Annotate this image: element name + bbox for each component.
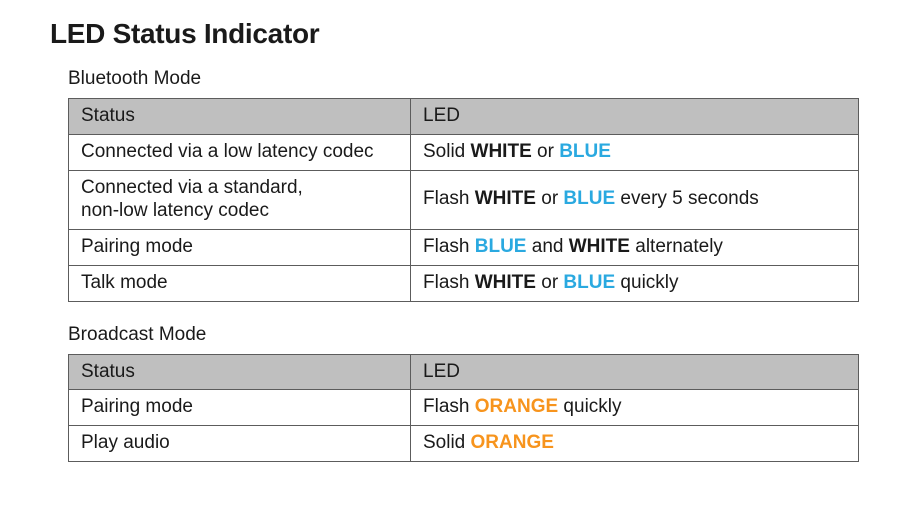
table-row: Talk mode Flash WHITE or BLUE quickly [69, 265, 859, 301]
col-led-header: LED [411, 99, 859, 135]
section-bluetooth-label: Bluetooth Mode [68, 68, 857, 90]
led-color-white: WHITE [569, 236, 630, 257]
status-cell: Pairing mode [69, 390, 411, 426]
section-broadcast-label: Broadcast Mode [68, 324, 857, 346]
col-status-header: Status [69, 354, 411, 390]
led-text: Flash [423, 188, 475, 209]
table-row: Connected via a standard, non-low latenc… [69, 170, 859, 230]
table-row: Pairing mode Flash BLUE and WHITE altern… [69, 230, 859, 266]
led-cell: Solid ORANGE [411, 426, 859, 462]
led-cell: Flash BLUE and WHITE alternately [411, 230, 859, 266]
led-text: alternately [630, 236, 723, 257]
table-row: Connected via a low latency codec Solid … [69, 134, 859, 170]
status-cell: Connected via a low latency codec [69, 134, 411, 170]
table-row: Pairing mode Flash ORANGE quickly [69, 390, 859, 426]
led-color-orange: ORANGE [475, 396, 558, 417]
led-text: every 5 seconds [615, 188, 759, 209]
led-color-orange: ORANGE [471, 432, 554, 453]
bluetooth-table: Status LED Connected via a low latency c… [68, 98, 859, 302]
led-cell: Flash ORANGE quickly [411, 390, 859, 426]
led-color-white: WHITE [475, 188, 536, 209]
table-header-row: Status LED [69, 99, 859, 135]
led-cell: Flash WHITE or BLUE every 5 seconds [411, 170, 859, 230]
led-color-blue: BLUE [475, 236, 527, 257]
col-status-header: Status [69, 99, 411, 135]
led-text: Flash [423, 272, 475, 293]
led-color-blue: BLUE [559, 141, 611, 162]
led-color-white: WHITE [471, 141, 532, 162]
col-led-header: LED [411, 354, 859, 390]
page-title: LED Status Indicator [50, 18, 857, 50]
status-cell: Play audio [69, 426, 411, 462]
led-text: Solid [423, 432, 471, 453]
status-cell: Pairing mode [69, 230, 411, 266]
led-color-blue: BLUE [563, 272, 615, 293]
led-text: Flash [423, 236, 475, 257]
led-text: quickly [558, 396, 621, 417]
status-cell: Talk mode [69, 265, 411, 301]
led-text: and [526, 236, 568, 257]
led-text: or [536, 272, 563, 293]
led-color-blue: BLUE [563, 188, 615, 209]
table-row: Play audio Solid ORANGE [69, 426, 859, 462]
led-color-white: WHITE [475, 272, 536, 293]
led-text: or [532, 141, 559, 162]
led-text: or [536, 188, 563, 209]
led-text: quickly [615, 272, 678, 293]
led-text: Solid [423, 141, 471, 162]
led-cell: Flash WHITE or BLUE quickly [411, 265, 859, 301]
table-header-row: Status LED [69, 354, 859, 390]
led-text: Flash [423, 396, 475, 417]
led-cell: Solid WHITE or BLUE [411, 134, 859, 170]
status-cell: Connected via a standard, non-low latenc… [69, 170, 411, 230]
broadcast-table: Status LED Pairing mode Flash ORANGE qui… [68, 354, 859, 462]
